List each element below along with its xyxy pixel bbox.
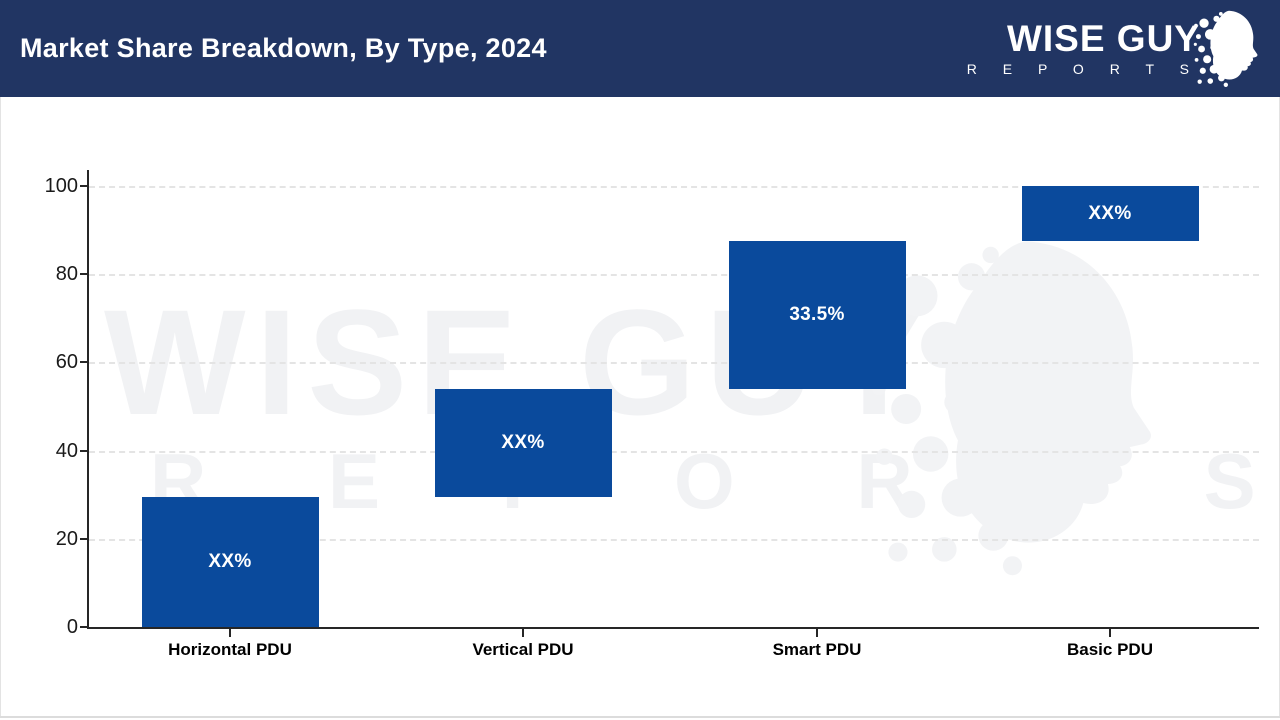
bar-horizontal-pdu: XX% — [141, 496, 319, 627]
wiseguy-logo: WISE GUY R E P O R T S — [967, 7, 1270, 91]
bar-basic-pdu: XX% — [1021, 186, 1199, 242]
y-tick-label-60: 60 — [55, 351, 78, 374]
logo-wordmark: WISE GUY — [1006, 18, 1200, 59]
x-label-basic-pdu: Basic PDU — [1067, 640, 1153, 659]
header-bar: Market Share Breakdown, By Type, 2024 WI… — [0, 0, 1280, 97]
watermark-face-icon — [872, 241, 1151, 576]
y-tick-label-80: 80 — [55, 263, 78, 286]
bar-value-label: XX% — [1088, 202, 1132, 224]
chart-area: WISE GUY R E P O R T S 0 20 40 60 80 100 XX% X… — [0, 97, 1280, 720]
bar-value-label: 33.5% — [789, 303, 845, 325]
gridline-40 — [89, 450, 1259, 453]
bottom-edge-line — [0, 716, 1280, 718]
gridline-20 — [89, 538, 1259, 541]
y-tick-mark-20 — [80, 537, 88, 540]
bar-smart-pdu: 33.5% — [728, 241, 906, 389]
x-tick-mark-3 — [816, 629, 818, 637]
x-tick-mark-4 — [1109, 629, 1111, 637]
gridline-100 — [89, 186, 1259, 188]
x-label-horizontal-pdu: Horizontal PDU — [168, 640, 292, 659]
y-tick-mark-40 — [80, 449, 88, 452]
x-tick-mark-2 — [522, 629, 524, 637]
y-tick-label-20: 20 — [55, 527, 78, 550]
bar-vertical-pdu: XX% — [434, 388, 612, 497]
x-tick-mark-1 — [229, 629, 231, 637]
gridline-60 — [89, 362, 1259, 365]
x-axis-line — [87, 627, 1259, 629]
x-label-vertical-pdu: Vertical PDU — [472, 640, 574, 659]
logo-text: WISE GUY R E P O R T S — [967, 20, 1200, 77]
y-tick-label-0: 0 — [66, 616, 78, 638]
gridline-80 — [89, 274, 1259, 277]
bar-value-label: XX% — [208, 550, 252, 572]
y-tick-mark-100 — [80, 185, 88, 187]
y-tick-label-100: 100 — [44, 175, 78, 197]
left-edge-line — [0, 97, 1, 718]
y-tick-mark-80 — [80, 273, 88, 276]
logo-subtitle: R E P O R T S — [966, 61, 1200, 77]
x-label-smart-pdu: Smart PDU — [772, 640, 862, 659]
y-tick-label-40: 40 — [55, 439, 78, 462]
y-tick-mark-0 — [80, 626, 88, 628]
y-axis-line — [87, 170, 89, 628]
page-title: Market Share Breakdown, By Type, 2024 — [20, 33, 547, 63]
y-tick-mark-60 — [80, 361, 88, 364]
bar-value-label: XX% — [501, 431, 545, 453]
